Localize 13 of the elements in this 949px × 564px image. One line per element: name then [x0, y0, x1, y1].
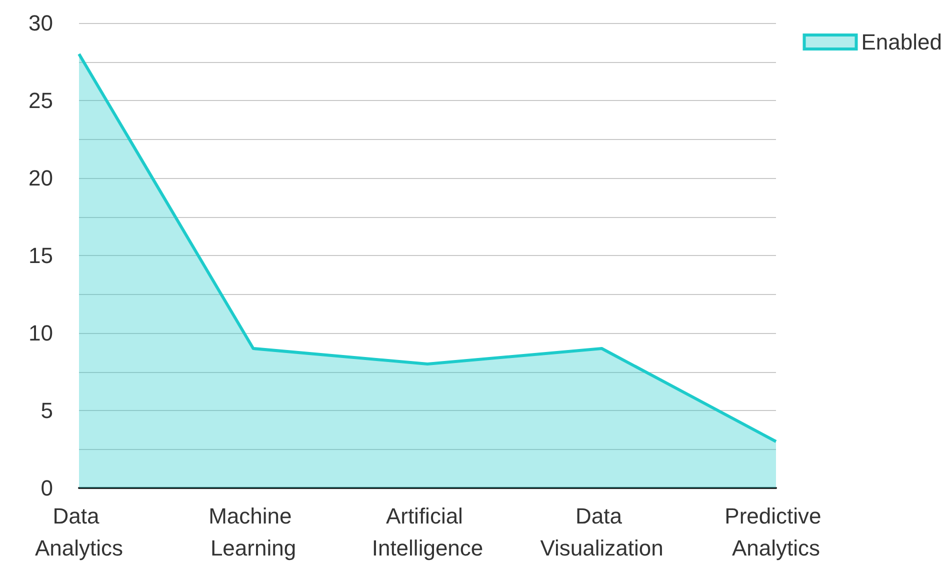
legend-label: Enabled [861, 30, 942, 54]
x-tick-label: Machine Learning [208, 504, 298, 560]
y-tick-label: 25 [28, 88, 53, 113]
y-tick-label: 30 [28, 10, 53, 36]
y-tick-label: 20 [28, 166, 53, 190]
x-tick-label: Artificial Intelligence [372, 504, 484, 560]
y-tick-label: 5 [40, 398, 53, 423]
x-tick-label: Predictive Analytics [724, 504, 828, 560]
y-tick-label: 15 [28, 243, 53, 268]
y-tick-label: 10 [28, 320, 53, 346]
x-tick-label: Data Analytics [34, 504, 124, 560]
x-tick-label: Data Visualization [540, 504, 664, 560]
y-tick-label: 0 [40, 476, 53, 500]
